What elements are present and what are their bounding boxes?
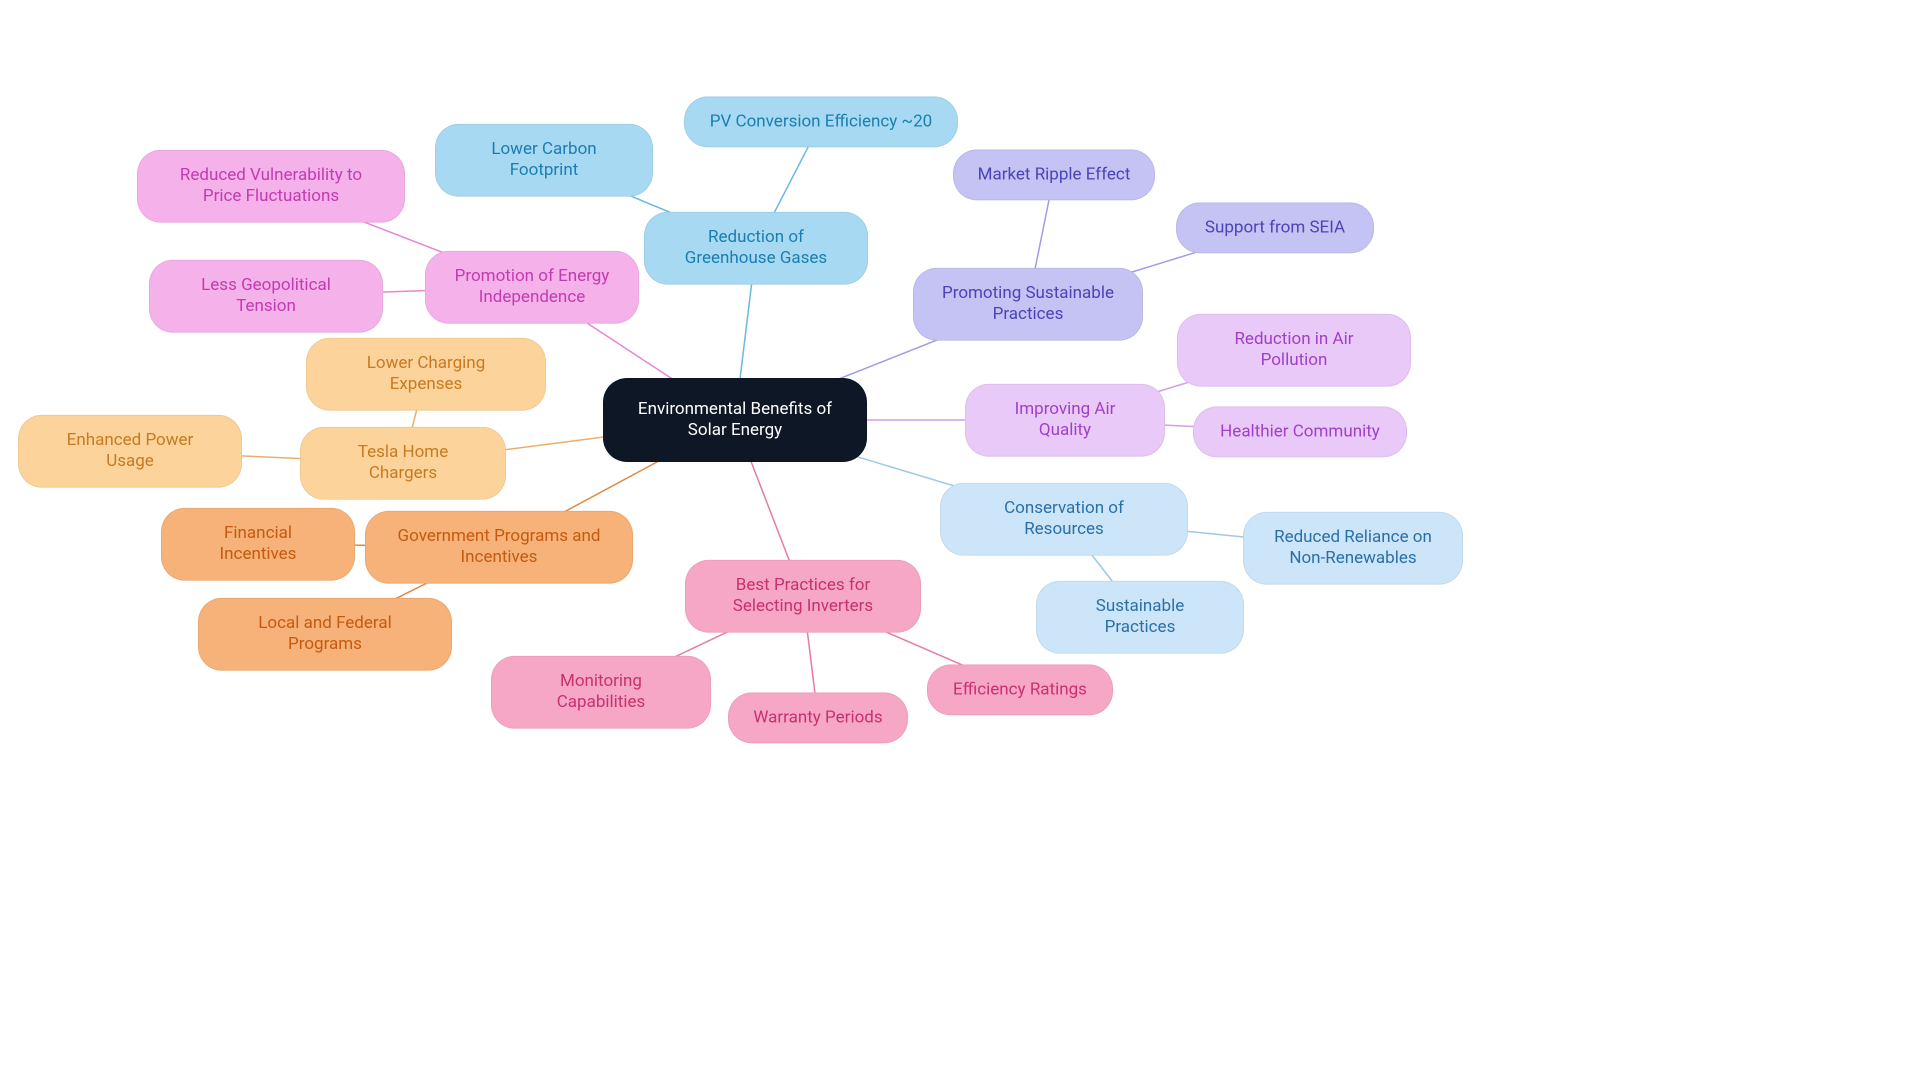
leaf-node: Reduction in Air Pollution	[1177, 314, 1411, 387]
leaf-node: Local and Federal Programs	[198, 598, 452, 671]
branch-node: Improving Air Quality	[965, 384, 1165, 457]
branch-node: Conservation of Resources	[940, 483, 1188, 556]
leaf-node: Sustainable Practices	[1036, 581, 1244, 654]
mindmap-diagram: Environmental Benefits of Solar Energy Re…	[0, 0, 1920, 1083]
leaf-node: Healthier Community	[1193, 406, 1407, 457]
leaf-node: Market Ripple Effect	[953, 149, 1155, 200]
branch-node: Promotion of Energy Independence	[425, 251, 639, 324]
leaf-node: Enhanced Power Usage	[18, 415, 242, 488]
leaf-node: Warranty Periods	[728, 692, 908, 743]
branch-node: Promoting Sustainable Practices	[913, 268, 1143, 341]
branch-node: Tesla Home Chargers	[300, 427, 506, 500]
leaf-node: Reduced Reliance on Non-Renewables	[1243, 512, 1463, 585]
leaf-node: Monitoring Capabilities	[491, 656, 711, 729]
leaf-node: Less Geopolitical Tension	[149, 260, 383, 333]
branch-node: Reduction of Greenhouse Gases	[644, 212, 868, 285]
leaf-node: Support from SEIA	[1176, 202, 1374, 253]
branch-node: Best Practices for Selecting Inverters	[685, 560, 921, 633]
leaf-node: Lower Carbon Footprint	[435, 124, 653, 197]
leaf-node: Efficiency Ratings	[927, 664, 1113, 715]
leaf-node: Reduced Vulnerability to Price Fluctuati…	[137, 150, 405, 223]
leaf-node: Financial Incentives	[161, 508, 355, 581]
leaf-node: PV Conversion Efficiency ~20	[684, 96, 958, 147]
leaf-node: Lower Charging Expenses	[306, 338, 546, 411]
branch-node: Government Programs and Incentives	[365, 511, 633, 584]
center-node: Environmental Benefits of Solar Energy	[603, 378, 867, 462]
